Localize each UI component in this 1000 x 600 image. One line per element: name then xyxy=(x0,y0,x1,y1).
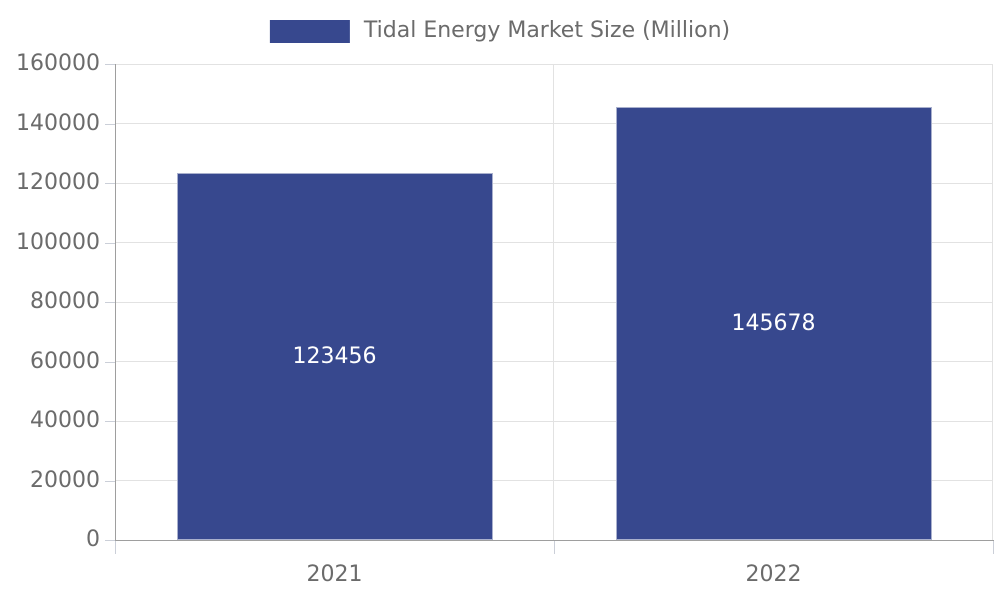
legend-item[interactable]: Tidal Energy Market Size (Million) xyxy=(269,18,731,43)
y-axis-tick xyxy=(105,421,115,422)
plot-area: 123456 145678 xyxy=(115,63,993,540)
gridline-horizontal xyxy=(115,420,993,422)
gridline-horizontal xyxy=(115,301,993,303)
y-axis-tick xyxy=(105,64,115,65)
gridline-horizontal xyxy=(115,123,993,124)
x-axis-tick xyxy=(554,541,555,554)
gridline-horizontal xyxy=(115,361,993,362)
y-axis-tick-label: 20000 xyxy=(30,467,100,493)
y-axis-tick-label: 0 xyxy=(86,527,100,552)
y-axis-line xyxy=(115,64,116,541)
gridline-vertical xyxy=(992,64,993,540)
y-axis-tick-label: 80000 xyxy=(30,289,100,314)
y-axis-tick xyxy=(105,183,115,184)
y-axis-tick-label: 100000 xyxy=(16,229,100,255)
y-axis-tick xyxy=(105,481,115,482)
gridline-horizontal xyxy=(115,182,993,184)
x-axis-line xyxy=(115,540,994,541)
y-axis-tick-label: 60000 xyxy=(30,348,100,374)
y-axis-tick xyxy=(105,302,115,303)
gridline-vertical xyxy=(553,64,554,540)
y-axis-tick-label: 120000 xyxy=(16,170,100,195)
x-axis-tick-label: 2021 xyxy=(306,562,363,587)
y-axis-tick-label: 40000 xyxy=(30,408,100,433)
x-axis-tick xyxy=(115,541,116,554)
gridline-horizontal xyxy=(115,480,993,481)
y-axis-tick-label: 160000 xyxy=(16,51,100,76)
legend-label: Tidal Energy Market Size (Million) xyxy=(363,18,731,43)
y-axis-tick xyxy=(105,362,115,363)
bar-2022[interactable] xyxy=(616,107,932,540)
gridline-horizontal xyxy=(115,242,993,243)
x-axis-tick xyxy=(993,541,994,554)
x-axis-tick-label: 2022 xyxy=(745,562,802,587)
y-axis-tick-label: 140000 xyxy=(16,110,100,136)
y-axis-tick xyxy=(105,540,115,541)
bar-2021[interactable] xyxy=(177,173,493,540)
gridline-horizontal xyxy=(115,63,993,65)
y-axis-tick xyxy=(105,124,115,125)
legend-swatch xyxy=(269,19,350,43)
y-axis-tick xyxy=(105,243,115,244)
